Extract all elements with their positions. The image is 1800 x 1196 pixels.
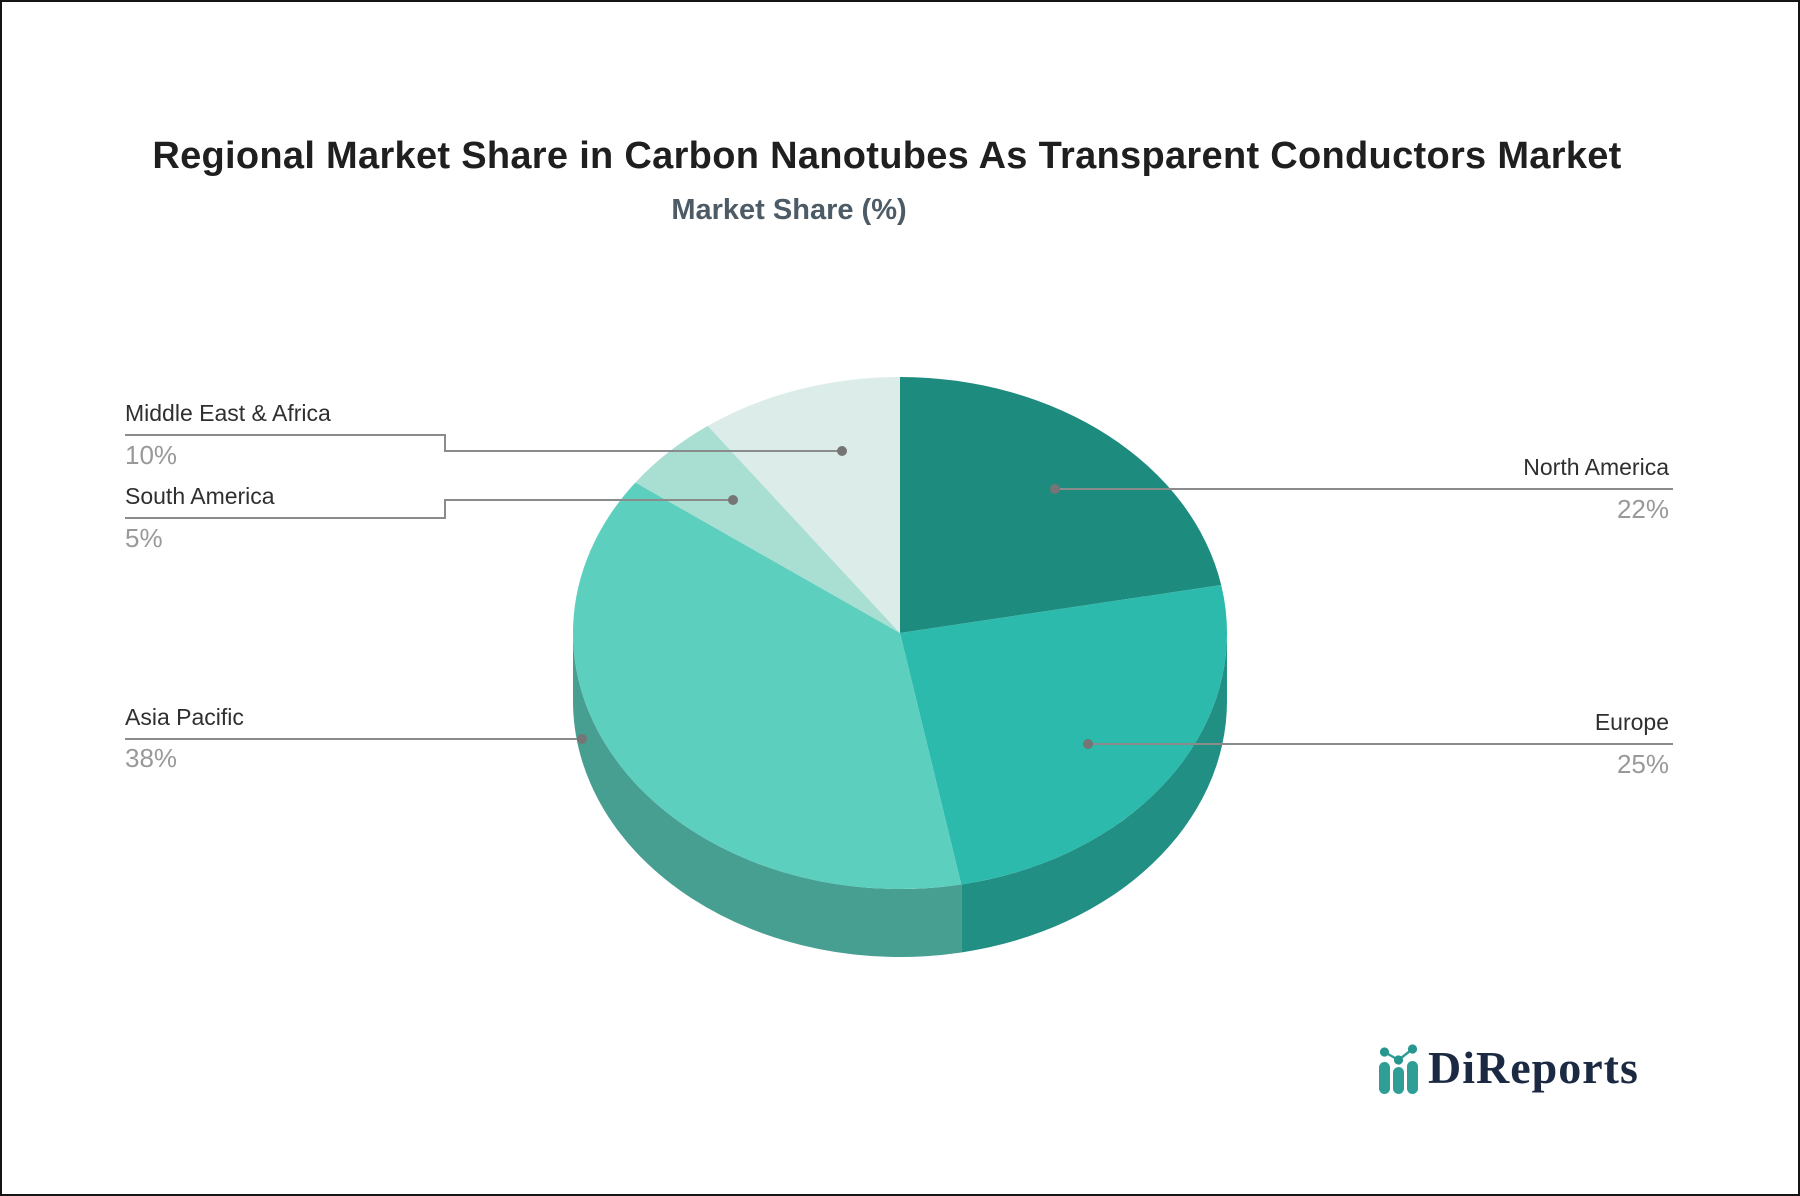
callout-dot-north-america — [1050, 484, 1060, 494]
pie-slice-side-europe — [961, 633, 1227, 953]
chart-title: Regional Market Share in Carbon Nanotube… — [152, 135, 1622, 177]
callout-label-middle-east-africa: Middle East & Africa — [125, 400, 331, 426]
callout-label-asia-pacific: Asia Pacific — [125, 704, 244, 730]
callout-label-europe: Europe — [1594, 709, 1669, 735]
callout-line-south-america — [125, 499, 733, 519]
pie-slice-north-america[interactable] — [900, 377, 1222, 633]
callout-dot-south-america — [728, 495, 738, 505]
brand-logo: DiReports — [1374, 1034, 1639, 1094]
callout-value-asia-pacific: 38% — [125, 743, 178, 773]
pie-slice-europe[interactable] — [900, 585, 1227, 885]
chart-subtitle: Market Share (%) — [671, 194, 907, 226]
callout-label-north-america: North America — [1523, 454, 1669, 480]
pie-slice-side-asia-pacific — [573, 633, 962, 958]
callout-dot-europe — [1083, 739, 1093, 749]
pie-slice-asia-pacific[interactable] — [573, 482, 962, 889]
callout-value-south-america: 5% — [125, 523, 163, 553]
pie-slice-south-america[interactable] — [635, 425, 900, 633]
callout-value-europe: 25% — [1616, 749, 1669, 779]
callout-dot-middle-east-africa — [837, 446, 847, 456]
callout-value-north-america: 22% — [1616, 494, 1669, 524]
callout-label-south-america: South America — [125, 483, 275, 509]
pie-slice-middle-east-africa[interactable] — [707, 377, 900, 633]
bar-chart-icon — [1379, 1044, 1418, 1094]
callout-dot-asia-pacific — [577, 734, 587, 744]
brand-logo-text: DiReports — [1428, 1042, 1639, 1093]
callout-value-middle-east-africa: 10% — [125, 440, 178, 470]
callout-line-middle-east-africa — [125, 434, 842, 452]
